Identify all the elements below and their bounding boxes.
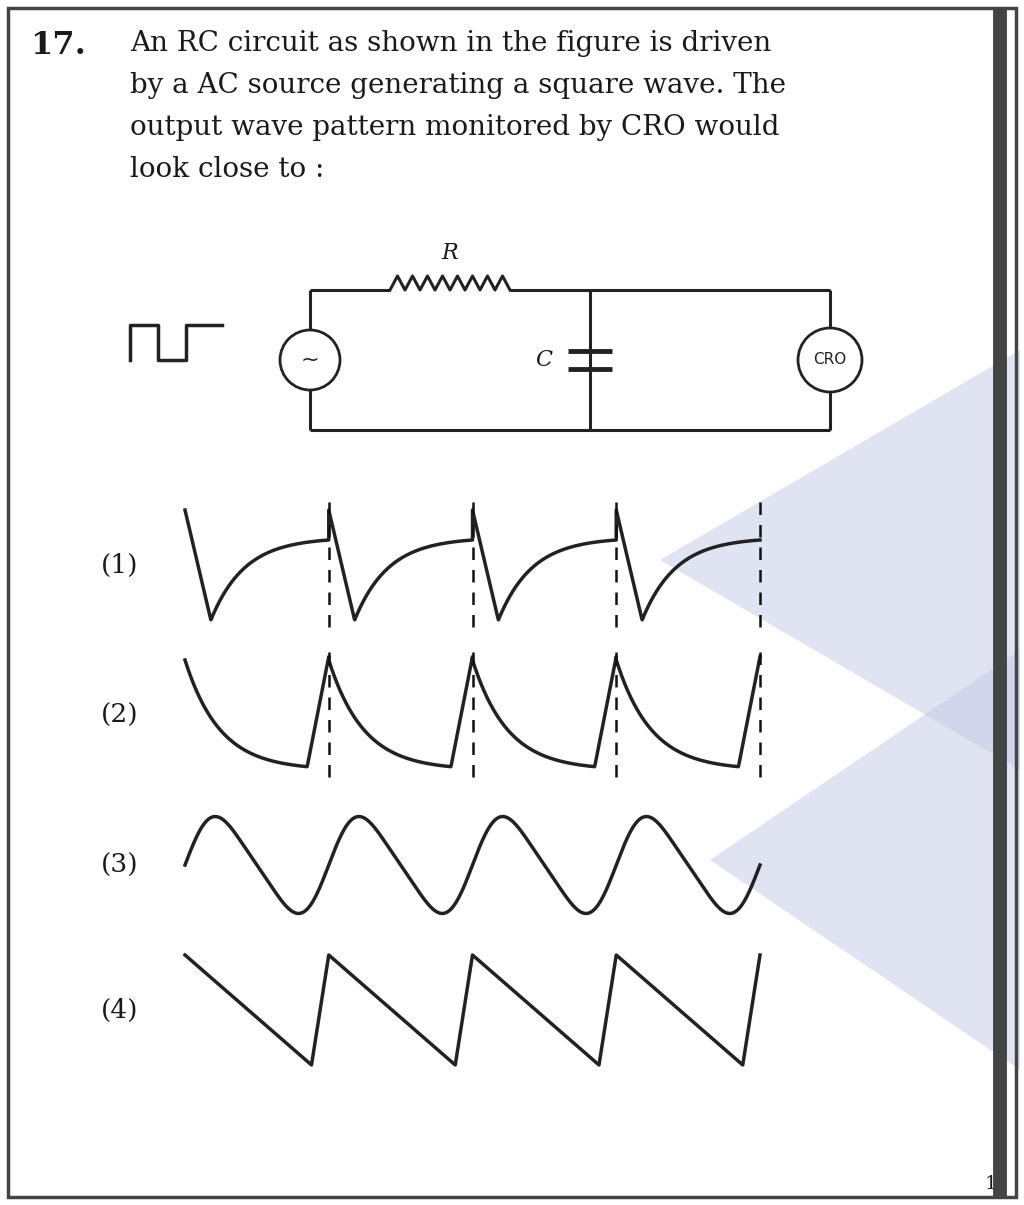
Polygon shape <box>660 349 1020 770</box>
Text: CRO: CRO <box>813 353 847 368</box>
Text: ~: ~ <box>301 349 319 370</box>
Text: (2): (2) <box>101 703 139 728</box>
Polygon shape <box>710 649 1020 1070</box>
Text: look close to :: look close to : <box>130 155 325 183</box>
Text: (4): (4) <box>101 998 138 1023</box>
Text: 17.: 17. <box>30 30 86 61</box>
Text: R: R <box>441 242 459 264</box>
Text: output wave pattern monitored by CRO would: output wave pattern monitored by CRO wou… <box>130 114 779 141</box>
Text: 1: 1 <box>985 1175 997 1193</box>
Text: (3): (3) <box>101 852 139 877</box>
Text: An RC circuit as shown in the figure is driven: An RC circuit as shown in the figure is … <box>130 30 771 57</box>
Circle shape <box>280 330 340 390</box>
Text: C: C <box>535 349 552 371</box>
Text: by a AC source generating a square wave. The: by a AC source generating a square wave.… <box>130 72 786 99</box>
Text: (1): (1) <box>101 553 138 577</box>
Circle shape <box>798 328 862 392</box>
